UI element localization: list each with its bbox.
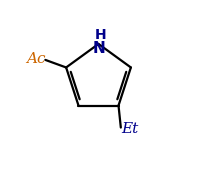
Text: H: H: [94, 28, 106, 42]
Text: N: N: [92, 41, 105, 56]
Text: Et: Et: [122, 122, 139, 136]
Text: Ac: Ac: [26, 52, 45, 66]
